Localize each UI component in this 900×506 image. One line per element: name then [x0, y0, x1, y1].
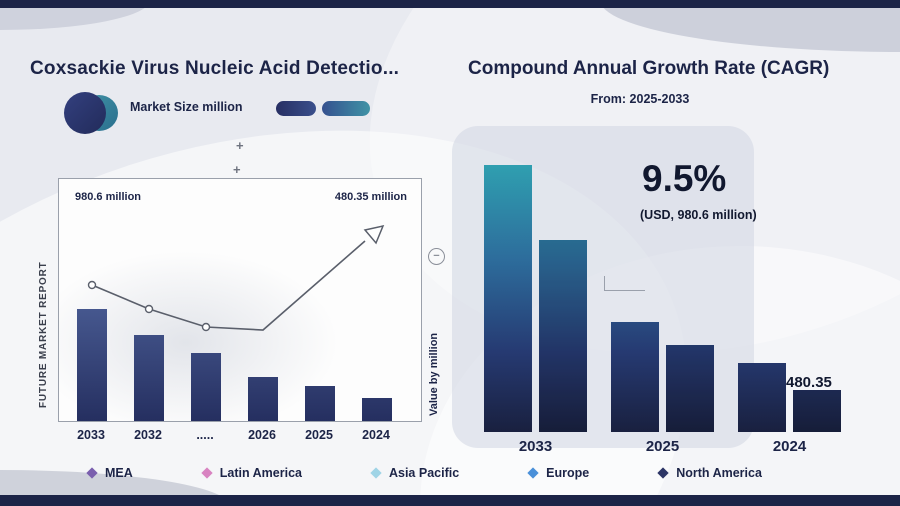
bottom-border-strip	[0, 495, 900, 506]
sphere-icon-front	[64, 92, 106, 134]
value-axis-label: Value by million	[428, 332, 440, 416]
diamond-marker-icon	[657, 467, 669, 479]
right-chart-title: Compound Annual Growth Rate (CAGR)	[468, 58, 830, 79]
legend-label: Asia Pacific	[388, 466, 460, 480]
line-marker-icon	[201, 322, 211, 332]
diamond-marker-icon	[86, 467, 98, 479]
cagr-bar-pair-2033	[484, 165, 587, 432]
diamond-marker-icon	[370, 467, 382, 479]
x-axis-label: 2033	[77, 428, 105, 442]
legend-item-mea: MEA	[86, 466, 133, 480]
market-size-bar-2025	[305, 386, 335, 421]
trend-line-overlay	[87, 224, 385, 332]
sphere-icon	[64, 92, 120, 134]
left-x-axis-labels: 2033 2032..... 2026 2025 2024	[76, 428, 391, 442]
x-axis-label: 2033	[518, 438, 553, 455]
legend-item-europe: Europe	[527, 466, 590, 480]
cagr-bar-2025-series-2	[666, 345, 714, 432]
bracket-decoration	[604, 276, 645, 291]
plus-decoration-icon: +	[236, 138, 244, 153]
gradient-pill-icon	[322, 101, 370, 116]
market-size-legend-label: Market Size million	[130, 100, 243, 114]
market-size-bar-2026	[248, 377, 278, 421]
bar-value-label: 480.35	[786, 374, 832, 391]
market-size-bar-2033	[77, 309, 107, 421]
cagr-bar-pair-2024	[738, 363, 841, 432]
side-watermark-label: FUTURE MARKET REPORT	[38, 261, 49, 408]
line-marker-icon	[87, 280, 97, 290]
gradient-pill-icon	[276, 101, 316, 116]
cagr-bar-2033-series-2	[539, 240, 587, 432]
market-size-bar-2024	[362, 398, 392, 421]
plus-decoration-icon: +	[233, 162, 241, 177]
start-value-label: 980.6 million	[75, 191, 142, 203]
minus-glyph: −	[433, 250, 440, 262]
arrow-head-icon	[363, 224, 385, 245]
legend-item-asia-pacific: Asia Pacific	[370, 466, 460, 480]
right-x-axis-labels: 2033 2025 2024	[484, 438, 841, 455]
right-chart-subtitle: From: 2025-2033	[590, 92, 690, 106]
cagr-bar-2024-series-2	[793, 390, 841, 432]
x-axis-label: 2024	[362, 428, 390, 442]
cagr-bar-groups	[484, 165, 841, 432]
cagr-bar-2025-series-1	[611, 322, 659, 432]
end-value-label: 480.35 million	[334, 191, 407, 203]
x-axis-label: 2025	[645, 438, 680, 455]
line-marker-icon	[144, 304, 154, 314]
region-legend: MEA Latin America Asia Pacific Europe North …	[86, 466, 762, 480]
diamond-marker-icon	[527, 467, 539, 479]
cagr-percentage: 9.5%	[642, 158, 727, 199]
x-axis-label: 2032	[134, 428, 162, 442]
top-border-strip	[0, 0, 900, 8]
x-axis-label: 2026	[248, 428, 276, 442]
legend-item-north-america: North America	[657, 466, 762, 480]
left-chart-title: Coxsackie Virus Nucleic Acid Detectio...	[30, 58, 400, 79]
diamond-marker-icon	[201, 467, 213, 479]
cagr-bar-2024-series-1	[738, 363, 786, 432]
market-size-bar-.....	[191, 353, 221, 421]
legend-label: Latin America	[219, 466, 302, 480]
panel-wave-decoration	[59, 246, 421, 421]
cagr-bar-2033-series-1	[484, 165, 532, 432]
x-axis-label: 2025	[305, 428, 333, 442]
market-size-bar-2032	[134, 335, 164, 421]
legend-label: Europe	[546, 466, 590, 480]
x-axis-label: 2024	[772, 438, 807, 455]
cagr-bar-pair-2025	[611, 322, 714, 432]
market-size-bars	[77, 179, 392, 421]
market-size-chart-panel: 980.6 million 480.35 million	[58, 178, 422, 422]
x-axis-label: .....	[196, 428, 214, 442]
legend-label: North America	[676, 466, 762, 480]
cagr-caption: (USD, 980.6 million)	[640, 208, 757, 222]
legend-item-latin-america: Latin America	[201, 466, 302, 480]
legend-label: MEA	[105, 466, 133, 480]
zoom-out-icon: −	[428, 248, 445, 265]
